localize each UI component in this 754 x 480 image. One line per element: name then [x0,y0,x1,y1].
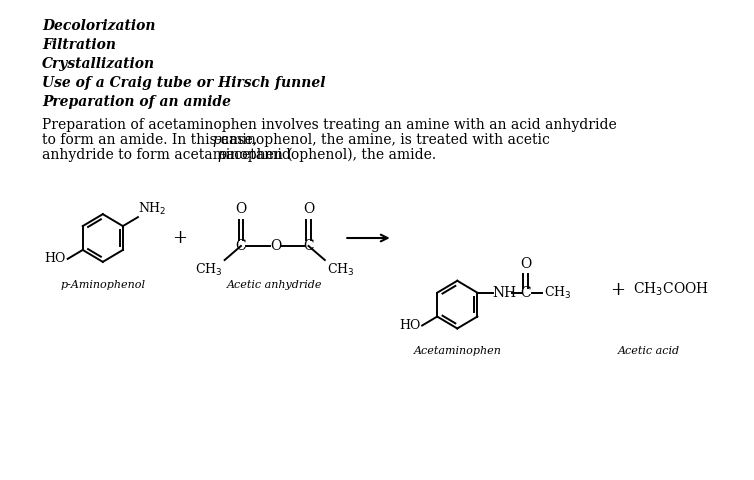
Text: C: C [303,239,314,253]
Text: p-Aminophenol: p-Aminophenol [60,280,146,290]
Text: CH$_3$: CH$_3$ [544,285,572,301]
Text: NH: NH [493,286,517,300]
Text: anhydride to form acetaminophen (: anhydride to form acetaminophen ( [42,147,293,162]
Text: CH$_3$COOH: CH$_3$COOH [633,281,710,299]
Text: +: + [173,229,188,247]
Text: -acetamidophenol), the amide.: -acetamidophenol), the amide. [221,147,437,162]
Text: Crystallization: Crystallization [42,57,155,71]
Text: NH$_2$: NH$_2$ [138,201,167,217]
Text: Decolorization: Decolorization [42,19,155,33]
Text: p: p [213,132,222,146]
Text: Acetic anhydride: Acetic anhydride [227,280,323,290]
Text: Acetic acid: Acetic acid [618,347,679,356]
Text: O: O [270,239,281,253]
Text: O: O [303,202,314,216]
Text: to form an amide. In this case,: to form an amide. In this case, [42,132,262,146]
Text: O: O [235,202,247,216]
Text: -aminophenol, the amine, is treated with acetic: -aminophenol, the amine, is treated with… [216,132,550,146]
Text: Preparation of acetaminophen involves treating an amine with an acid anhydride: Preparation of acetaminophen involves tr… [42,118,617,132]
Text: CH$_3$: CH$_3$ [195,262,222,278]
Text: Acetaminophen: Acetaminophen [413,347,501,356]
Text: O: O [520,257,532,271]
Text: Preparation of an amide: Preparation of an amide [42,95,231,109]
Text: HO: HO [44,252,66,265]
Text: Use of a Craig tube or Hirsch funnel: Use of a Craig tube or Hirsch funnel [42,76,326,90]
Text: +: + [610,281,625,299]
Text: C: C [235,239,247,253]
Text: Filtration: Filtration [42,38,116,52]
Text: C: C [520,286,531,300]
Text: CH$_3$: CH$_3$ [326,262,354,278]
Text: p: p [218,147,227,162]
Text: HO: HO [399,319,420,332]
